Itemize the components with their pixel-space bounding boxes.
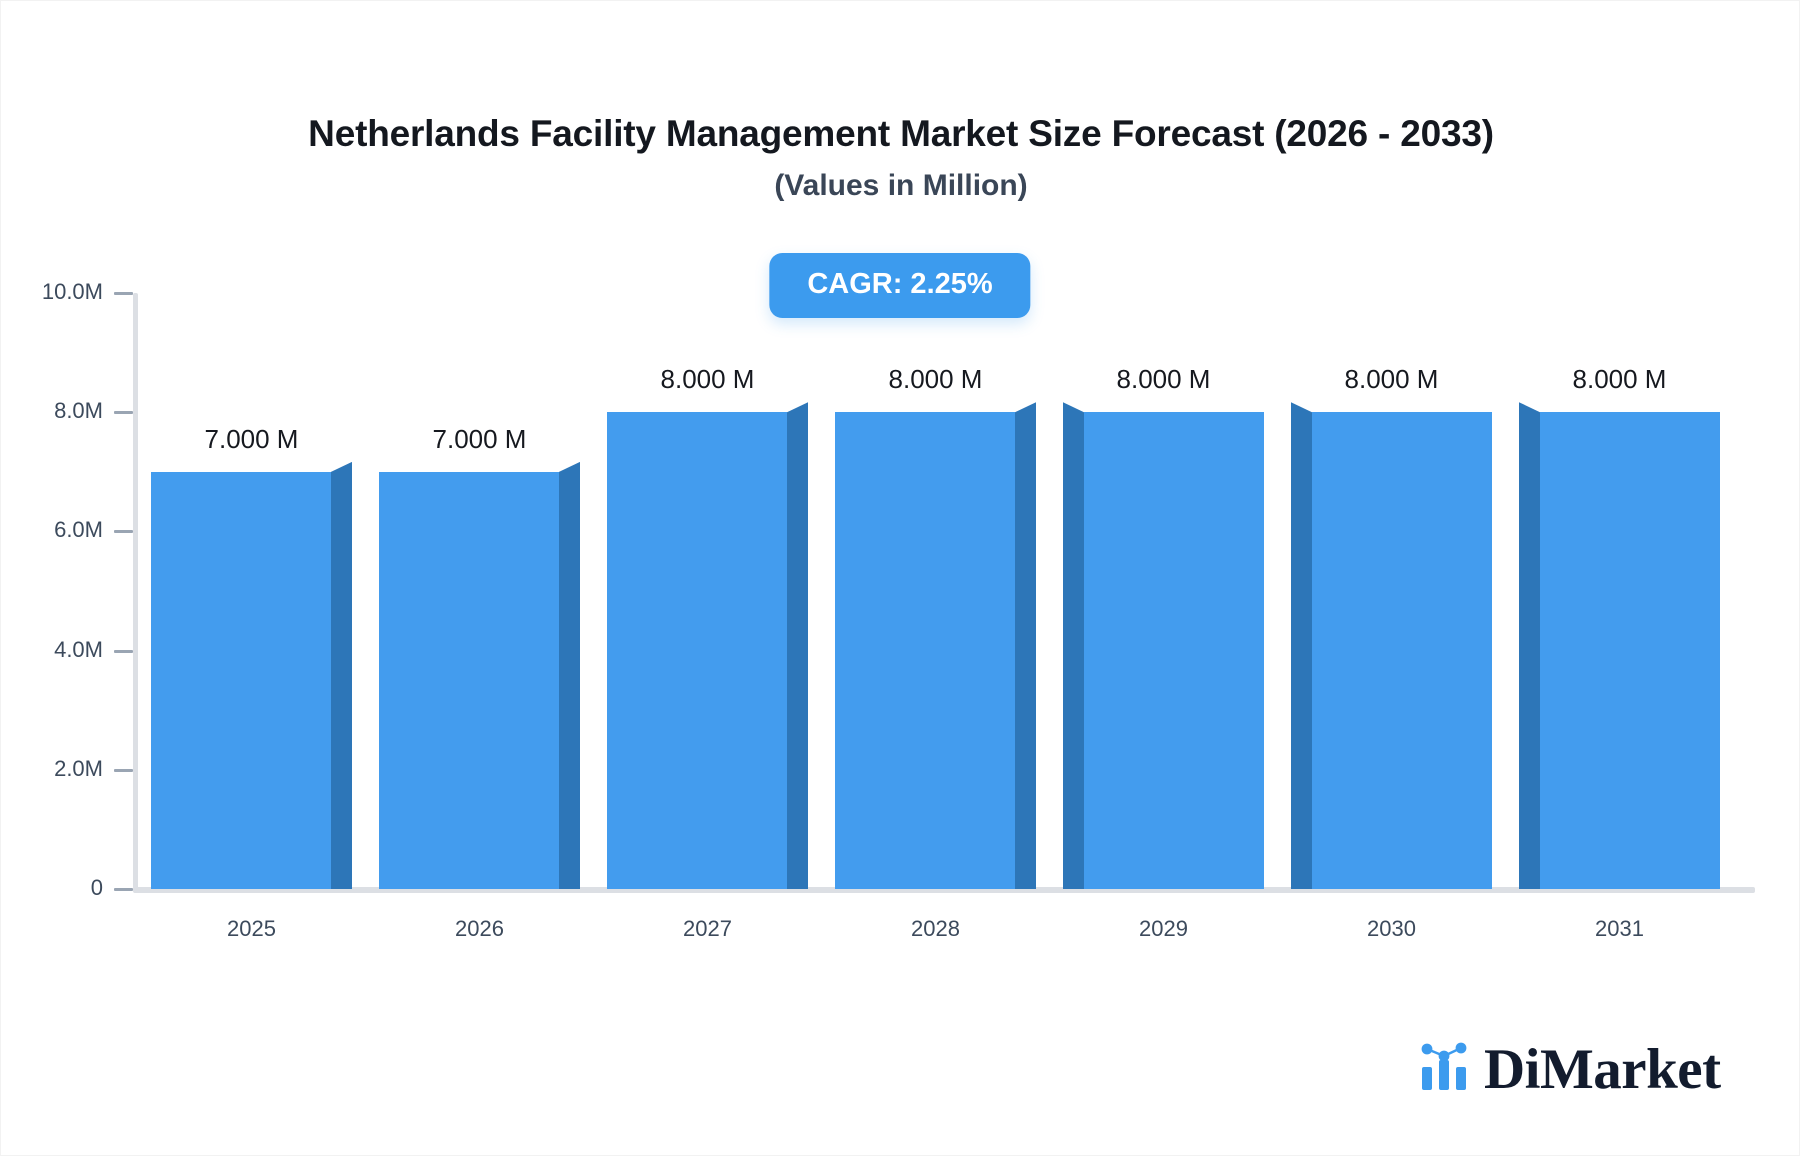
brand-logo: DiMarket xyxy=(1419,1041,1721,1098)
y-axis-tick-label: 2.0M xyxy=(54,755,103,781)
y-axis-tick-label: 4.0M xyxy=(54,636,103,662)
y-axis-tick-label: 6.0M xyxy=(54,517,103,543)
y-axis-tick-label: 0 xyxy=(90,875,103,900)
bar-front-face xyxy=(379,471,559,889)
page-title: Netherlands Facility Management Market S… xyxy=(308,113,1494,154)
bar-column[interactable] xyxy=(835,402,1036,889)
y-axis-tick-mark xyxy=(114,768,133,772)
bar-value-label: 7.000 M xyxy=(432,423,527,454)
bar-column[interactable] xyxy=(379,461,580,889)
y-axis-tick-mark xyxy=(114,649,133,653)
y-axis-tick-label: 10.0M xyxy=(41,279,103,304)
bar-front-face xyxy=(1084,412,1264,889)
x-axis-label: 2029 xyxy=(1139,916,1188,941)
bar-side-face xyxy=(1063,402,1084,889)
brand-name: DiMarket xyxy=(1484,1038,1721,1101)
bar-value-label: 8.000 M xyxy=(1344,364,1439,395)
x-axis-label: 2030 xyxy=(1367,916,1416,941)
bar-column[interactable] xyxy=(1063,402,1264,889)
bar-value-label: 8.000 M xyxy=(1572,364,1667,395)
bar-side-face xyxy=(1015,402,1036,889)
x-axis-label: 2031 xyxy=(1595,916,1644,941)
y-axis-tick-label: 8.0M xyxy=(54,398,103,424)
y-axis-tick-mark xyxy=(114,530,133,534)
bar-value-label: 7.000 M xyxy=(204,423,299,454)
y-axis-tick-mark xyxy=(114,888,133,891)
bar-side-face xyxy=(1519,402,1540,889)
bar-side-face xyxy=(1291,402,1312,889)
bar-side-face xyxy=(559,461,580,889)
bar-chart-dots-icon xyxy=(1419,1041,1471,1098)
bar-side-face xyxy=(787,402,808,889)
x-axis-label: 2026 xyxy=(455,916,504,941)
bar-column[interactable] xyxy=(151,461,352,889)
bar-column[interactable] xyxy=(1291,402,1492,889)
bar-front-face xyxy=(151,471,331,889)
x-axis-line xyxy=(133,887,1755,893)
x-axis-label: 2027 xyxy=(683,916,732,941)
bar-value-label: 8.000 M xyxy=(888,364,983,395)
y-axis-line xyxy=(133,293,138,889)
y-axis-tick-mark xyxy=(114,292,133,295)
bar-column[interactable] xyxy=(1519,402,1720,889)
x-axis-label: 2028 xyxy=(911,916,960,941)
bar-side-face xyxy=(331,461,352,889)
chart-subtitle: (Values in Million) xyxy=(774,169,1028,202)
bar-front-face xyxy=(1312,412,1492,889)
bar-front-face xyxy=(1540,412,1720,889)
bar-value-label: 8.000 M xyxy=(660,364,755,395)
bar-value-label: 8.000 M xyxy=(1116,364,1211,395)
bar-front-face xyxy=(835,412,1015,889)
cagr-badge: CAGR: 2.25% xyxy=(769,253,1031,318)
bar-front-face xyxy=(607,412,787,889)
bar-column[interactable] xyxy=(607,402,808,889)
y-axis-tick-mark xyxy=(114,411,133,415)
x-axis-label: 2025 xyxy=(227,916,276,941)
